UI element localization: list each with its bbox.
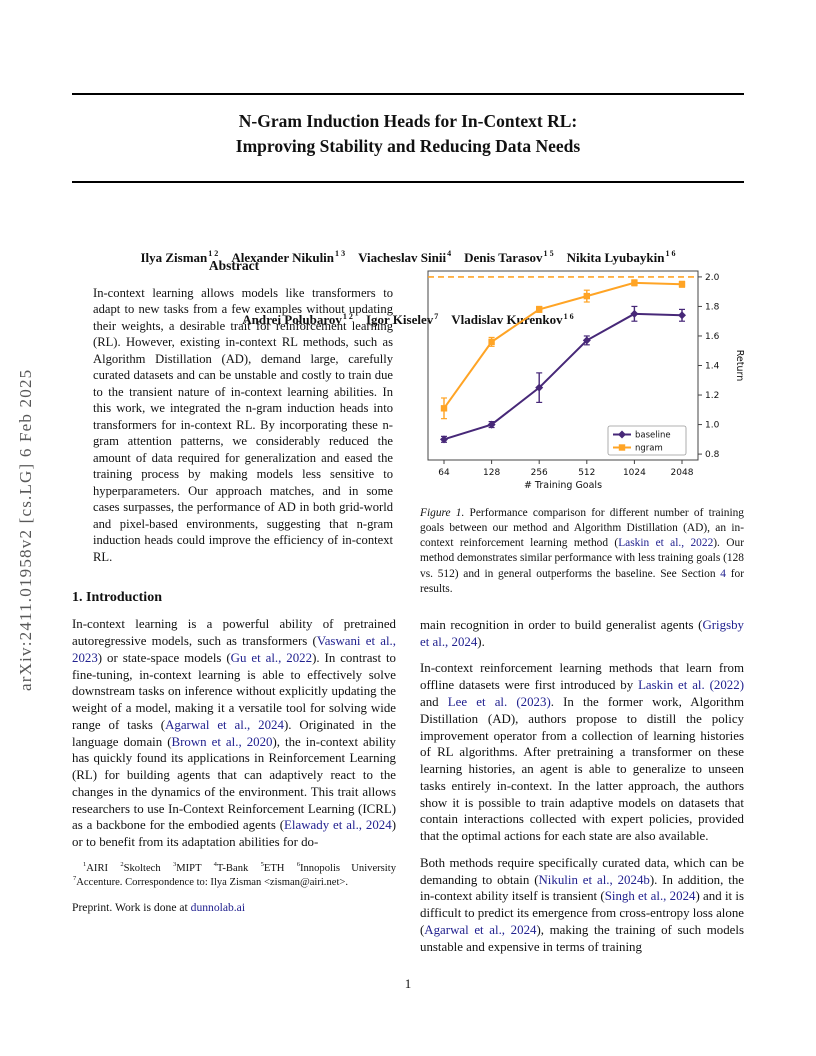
legend-marker-ngram: [618, 444, 626, 451]
citation-link[interactable]: Brown et al., 2020: [171, 734, 273, 749]
citation-link[interactable]: Laskin et al., 2022: [618, 537, 714, 550]
series-ngram-line: [443, 281, 683, 409]
y-tick-label: 2.0: [705, 273, 720, 283]
citation-link[interactable]: Vaswani et al., 2023: [72, 634, 396, 665]
abstract-text: In-context learning allows models like t…: [93, 286, 393, 564]
series-baseline-marker: [678, 311, 686, 320]
y-tick-label: 1.0: [705, 421, 720, 431]
series-ngram-marker: [488, 338, 495, 346]
citation-link[interactable]: Singh et al., 2024: [604, 889, 696, 904]
series-ngram-marker: [631, 279, 638, 287]
y-axis-label: Return: [734, 350, 744, 382]
figure-1-caption: Figure 1. Performance comparison for dif…: [420, 507, 744, 595]
citation-link[interactable]: Lee et al. (2023): [447, 695, 551, 709]
figure-1: 0.8 1.0 1.2 1.4 1.6 1.8 2.0 64 128 256 512 1024 2048…: [420, 264, 744, 496]
author-block: Ilya Zisman1 2 Alexander Nikulin1 3 Viac…: [72, 206, 744, 372]
legend-marker-baseline: [618, 430, 626, 439]
author-line-1: Ilya Zisman1 2 Alexander Nikulin1 3 Viac…: [140, 249, 676, 265]
y-tick-label: 0.8: [705, 450, 720, 460]
series-baseline-marker: [630, 309, 639, 318]
paragraph-data-demands: Both methods require specifically curate…: [420, 855, 744, 954]
legend-label-baseline: baseline: [635, 431, 671, 441]
x-axis-label: # Training Goals: [524, 480, 602, 491]
section-heading-introduction: 1. Introduction: [72, 590, 162, 606]
citation-link[interactable]: Laskin et al. (2022): [638, 678, 744, 693]
citation-link[interactable]: Grigsby et al., 2024: [420, 617, 744, 649]
y-tick-label: 1.4: [705, 362, 720, 372]
citation-link[interactable]: Nikulin et al., 2024b: [538, 872, 650, 887]
right-column: 0.8 1.0 1.2 1.4 1.6 1.8 2.0 64 128 256 512 1024 2048…: [420, 264, 744, 965]
y-tick-label: 1.2: [705, 391, 719, 401]
top-rule: [72, 93, 744, 95]
legend-label-ngram: ngram: [635, 444, 663, 454]
citation-link[interactable]: Agarwal et al., 2024: [424, 922, 537, 937]
series-baseline-line: [443, 312, 683, 441]
intro-paragraph: In-context learning is a powerful abilit…: [72, 617, 396, 850]
series-ngram-marker: [678, 281, 686, 288]
paper-title: N-Gram Induction Heads for In-Context RL…: [72, 109, 744, 160]
citation-link[interactable]: Gu et al., 2022: [230, 650, 313, 665]
citation-link[interactable]: 4: [720, 567, 726, 580]
affiliation-footnote: 1AIRI 2Skoltech 3MIPT 4T-Bank 5ETH 6Inno…: [73, 861, 396, 888]
paper-title-line1: N-Gram Induction Heads for In-Context RL…: [238, 111, 578, 131]
citation-link[interactable]: Agarwal et al., 2024: [165, 717, 284, 732]
paragraph-continuation: main recognition in order to build gener…: [420, 617, 744, 649]
y-tick-label: 1.8: [705, 302, 720, 312]
paragraph-icrl-methods: In-context reinforcement learning method…: [420, 661, 744, 844]
right-column-text: main recognition in order to build gener…: [420, 617, 744, 956]
citation-link[interactable]: dunnolab.ai: [190, 901, 246, 915]
abstract-heading: Abstract: [208, 258, 260, 273]
arxiv-watermark: arXiv:2411.01958v2 [cs.LG] 6 Feb 2025: [16, 368, 35, 692]
x-tick-label: 1024: [623, 468, 646, 478]
x-tick-label: 64: [438, 468, 450, 478]
page-number: 1: [404, 976, 412, 991]
preprint-note: Preprint. Work is done at dunnolab.ai: [72, 901, 246, 915]
series-baseline-marker: [535, 383, 544, 392]
series-ngram-marker: [440, 405, 448, 412]
series-baseline-marker: [440, 435, 448, 444]
paper-title-line2: Improving Stability and Reducing Data Ne…: [235, 136, 581, 157]
x-tick-label: 512: [578, 468, 595, 478]
x-tick-label: 128: [483, 468, 500, 478]
x-tick-label: 256: [531, 468, 548, 478]
left-column: Abstract In-context learning allows mode…: [72, 258, 396, 914]
title-rule: [72, 181, 744, 183]
figure-1-chart: 0.8 1.0 1.2 1.4 1.6 1.8 2.0 64 128 256 512 1024 2048…: [427, 270, 744, 491]
y-tick-label: 1.6: [705, 332, 720, 342]
series-baseline-marker: [582, 336, 591, 345]
x-tick-label: 2048: [671, 468, 694, 478]
series-baseline-marker: [487, 420, 496, 429]
citation-link[interactable]: Elawady et al., 2024: [284, 818, 392, 833]
series-ngram-marker: [536, 306, 543, 313]
series-ngram-marker: [583, 292, 590, 300]
